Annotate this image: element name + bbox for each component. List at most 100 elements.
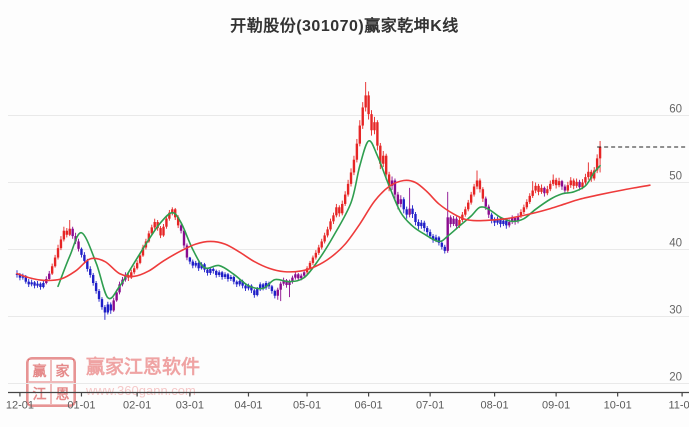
candle-body (393, 180, 397, 195)
ma-fast-line (57, 140, 601, 300)
x-tick-label: 12-01 (6, 400, 34, 412)
candle-body (59, 239, 63, 249)
candle-body (590, 171, 593, 179)
candle-body (200, 264, 203, 269)
candle-body (560, 181, 564, 187)
candle-body (543, 187, 546, 194)
candles-group (15, 82, 602, 320)
candle-body (188, 257, 192, 262)
candle-body (71, 228, 74, 237)
candle-body (24, 276, 27, 282)
candle-body (490, 214, 493, 221)
candle-body (42, 283, 45, 288)
candle-body (323, 235, 326, 242)
candle-body (291, 277, 294, 282)
candle-body (551, 179, 555, 184)
candle-body (159, 228, 162, 236)
candle-body (100, 299, 104, 308)
candle-body (138, 255, 142, 263)
x-tick-label: 05-01 (293, 400, 321, 412)
candle-body (106, 304, 110, 313)
candle-body (338, 207, 341, 214)
candle-body (288, 281, 291, 286)
candle-body (80, 248, 83, 255)
candle-body (423, 222, 426, 229)
page-title: 开勒股份(301070)赢家乾坤K线 (230, 18, 459, 35)
candle-body (352, 159, 356, 173)
candle-body (461, 214, 464, 221)
candle-body (487, 206, 490, 215)
candle-body (440, 242, 444, 247)
x-axis: 12-01 01-01 02-01 03-01 04-01 05-01 06-01 07-01… (6, 391, 689, 412)
candle-body (21, 276, 25, 278)
candle-body (285, 280, 288, 286)
candle-body (408, 208, 411, 215)
candle-body (282, 280, 285, 284)
candle-body (575, 181, 578, 186)
candle-body (452, 218, 455, 225)
candle-body (484, 198, 487, 207)
candle-body (426, 228, 429, 233)
candle-body (247, 285, 250, 289)
candle-body (581, 182, 584, 188)
candle-body (516, 216, 520, 222)
candle-body (563, 186, 567, 191)
candle-body (314, 252, 318, 258)
x-tick-label: 11-01 (668, 400, 689, 412)
candle-body (311, 257, 315, 263)
candle-body (346, 183, 350, 195)
candle-body (469, 194, 473, 203)
candle-body (135, 262, 139, 269)
candle-body (405, 209, 408, 215)
candle-body (384, 155, 388, 175)
candle-body (472, 186, 476, 195)
candle-body (264, 283, 268, 288)
candle-body (241, 280, 244, 286)
candle-body (238, 280, 241, 285)
x-tick-label: 01-01 (67, 400, 95, 412)
candle-body (36, 283, 39, 286)
candle-body (212, 268, 215, 271)
candle-body (329, 221, 332, 230)
candle-body (77, 241, 80, 249)
y-tick-label: 30 (669, 305, 682, 317)
x-tick-label: 02-01 (123, 400, 151, 412)
candle-body (185, 245, 189, 258)
candle-body (165, 218, 168, 227)
candle-body (502, 220, 505, 225)
candle-body (373, 122, 376, 131)
candle-body (525, 201, 529, 208)
candle-body (475, 180, 479, 187)
candle-body (467, 202, 470, 210)
candle-body (217, 272, 221, 275)
candle-body (510, 218, 514, 223)
candle-body (171, 209, 174, 213)
candle-body (30, 282, 33, 285)
candle-body (89, 268, 92, 275)
candle-body (335, 207, 338, 216)
candle-body (112, 300, 115, 311)
candle-body (528, 195, 531, 202)
candle-body (276, 289, 279, 296)
candle-body (508, 222, 511, 226)
candle-body (343, 194, 347, 204)
x-tick-label: 10-01 (604, 400, 632, 412)
y-tick-label: 40 (669, 238, 682, 250)
candle-body (94, 283, 98, 292)
candle-body (402, 199, 405, 210)
candle-body (50, 266, 54, 274)
candle-body (478, 180, 482, 190)
candle-body (464, 209, 467, 215)
candle-body (540, 187, 543, 192)
candle-body (206, 269, 209, 273)
candle-body (349, 172, 353, 184)
candle-body (256, 289, 259, 296)
candle-body (33, 282, 36, 286)
candle-body (446, 217, 449, 251)
candle-body (355, 143, 359, 160)
candle-body (115, 292, 118, 301)
candle-body (118, 284, 121, 293)
candle-body (431, 236, 435, 241)
candle-body (18, 274, 22, 278)
